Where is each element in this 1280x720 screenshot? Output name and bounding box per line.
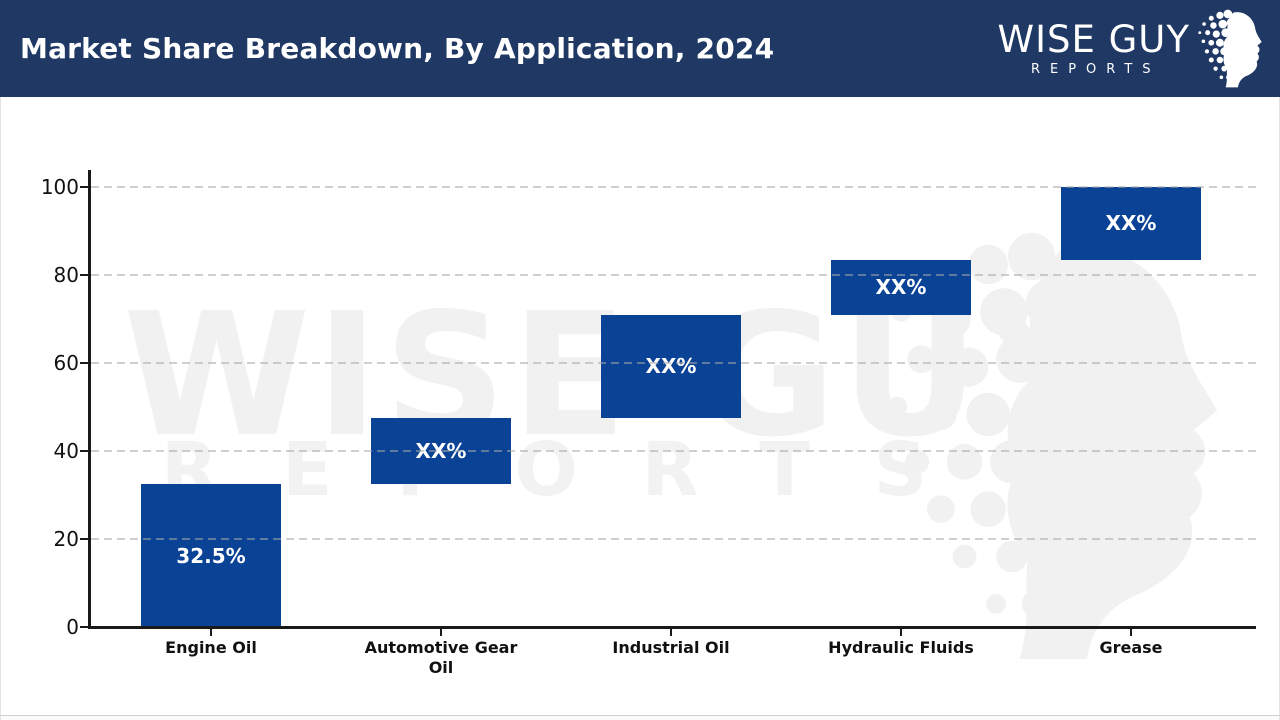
page-title: Market Share Breakdown, By Application, …: [20, 32, 775, 65]
y-axis-tick-mark: [80, 362, 89, 364]
x-axis-tick-mark: [210, 629, 212, 636]
brand-logo-text: WISE GUY REPORTS: [998, 21, 1190, 76]
bar-hydraulic-fluids: XX%: [831, 259, 971, 315]
y-axis-tick-mark: [80, 626, 89, 628]
category-label: Automotive Gear Oil: [364, 638, 518, 677]
bar-value-label: XX%: [645, 354, 697, 379]
y-axis-tick-label: 40: [53, 439, 79, 463]
y-axis-tick-mark: [80, 186, 89, 188]
y-axis-tick-label: 20: [53, 527, 79, 551]
x-axis-tick-mark: [670, 629, 672, 636]
y-axis-tick-mark: [80, 450, 89, 452]
y-axis-tick-label: 60: [53, 351, 79, 375]
y-axis-tick-label: 80: [53, 263, 79, 287]
bar-grease: XX%: [1061, 187, 1201, 260]
category-label: Engine Oil: [165, 638, 257, 657]
y-axis-tick-mark: [80, 538, 89, 540]
header: Market Share Breakdown, By Application, …: [0, 0, 1280, 97]
category-label: Hydraulic Fluids: [828, 638, 974, 657]
chart-area: WISE GUY REPORTS 0 20 40 60 80 100 32.5% Engine…: [0, 97, 1280, 716]
x-axis-line: [88, 626, 1256, 629]
y-axis-tick-mark: [80, 274, 89, 276]
y-axis-tick-label: 0: [66, 615, 79, 639]
gridline-60: [91, 362, 1259, 364]
bar-industrial-oil: XX%: [601, 314, 741, 418]
bar-value-label: XX%: [1105, 211, 1157, 236]
bar-value-label: 32.5%: [176, 543, 246, 568]
plot: 0 20 40 60 80 100 32.5% Engine Oil XX% Automotive…: [1, 97, 1279, 715]
bar-engine-oil: 32.5%: [141, 484, 281, 627]
brand-wordmark: WISE GUY: [997, 18, 1190, 61]
bar-value-label: XX%: [875, 275, 927, 300]
gridline-20: [91, 538, 1259, 540]
category-label: Grease: [1099, 638, 1163, 657]
y-axis-line: [88, 170, 91, 629]
brand-subtitle: REPORTS: [1030, 62, 1161, 77]
gridline-100: [91, 186, 1259, 188]
brand-head-icon: [1194, 8, 1266, 89]
brand-logo: WISE GUY REPORTS: [998, 8, 1266, 89]
gridline-80: [91, 274, 1259, 276]
category-label: Industrial Oil: [612, 638, 730, 657]
x-axis-tick-mark: [440, 629, 442, 636]
watermark-subtitle: REPORTS: [161, 427, 992, 513]
y-axis-tick-label: 100: [40, 175, 79, 199]
x-axis-tick-mark: [1130, 629, 1132, 636]
gridline-40: [91, 450, 1259, 452]
x-axis-tick-mark: [900, 629, 902, 636]
footer-strip: [0, 716, 1280, 720]
